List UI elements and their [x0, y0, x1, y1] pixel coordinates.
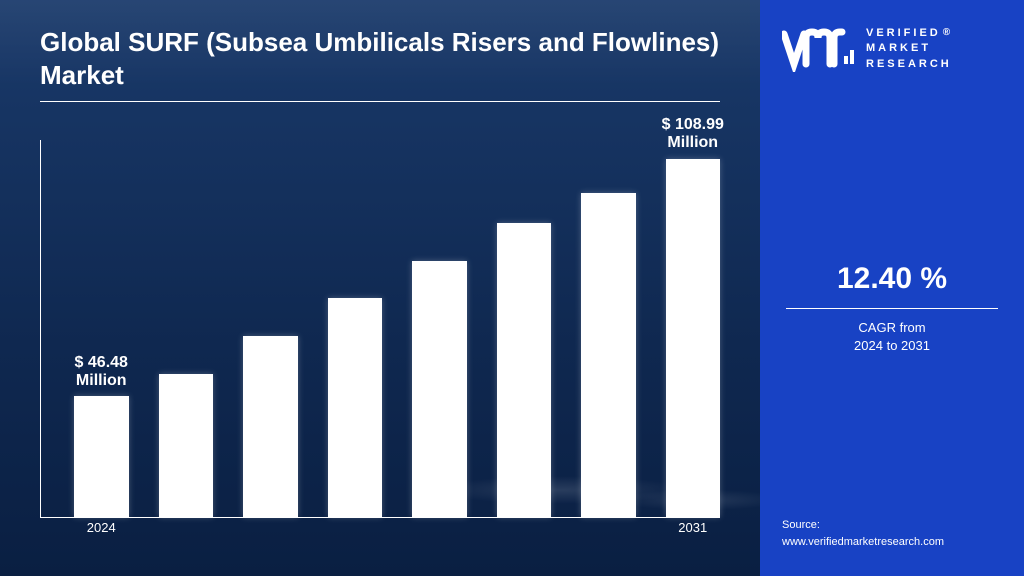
source-label: Source: [782, 519, 820, 531]
bar-label-end-text: $ 108.99Million [662, 116, 724, 151]
bar-label-start: $ 46.48Million [75, 354, 128, 391]
brand-line-2: MARKET [866, 42, 931, 54]
brand-logo: VERIFIED® MARKET RESEARCH [760, 0, 1024, 72]
cagr-value: 12.40 % [780, 262, 1004, 296]
x-label-end: 2031 [666, 520, 721, 540]
x-axis [40, 517, 720, 518]
bar-6 [581, 193, 636, 517]
brand-text: VERIFIED® MARKET RESEARCH [866, 26, 953, 72]
bar-2 [243, 336, 298, 517]
bar-4 [412, 261, 467, 517]
chart-title: Global SURF (Subsea Umbilicals Risers an… [40, 26, 720, 91]
title-underline [40, 101, 720, 102]
x-label-start: 2024 [74, 520, 129, 540]
bar-label-start-text: $ 46.48Million [75, 354, 128, 389]
cagr-caption-line-2: 2024 to 2031 [854, 338, 930, 353]
bar-group: $ 46.48Million $ 108.99Million [52, 140, 720, 517]
source-url: www.verifiedmarketresearch.com [782, 536, 944, 548]
cagr-caption: CAGR from 2024 to 2031 [780, 319, 1004, 355]
chart-area: $ 46.48Million $ 108.99Million 2024 [40, 140, 720, 540]
chart-panel: Global SURF (Subsea Umbilicals Risers an… [0, 0, 760, 576]
infographic-container: Global SURF (Subsea Umbilicals Risers an… [0, 0, 1024, 576]
cagr-caption-line-1: CAGR from [858, 320, 925, 335]
brand-line-3: RESEARCH [866, 58, 952, 70]
registered-icon: ® [943, 27, 953, 38]
bar-1 [159, 374, 214, 517]
bar-2024: $ 46.48Million [74, 396, 129, 517]
bar-3 [328, 298, 383, 517]
x-axis-labels: 2024 2031 [52, 520, 720, 540]
cagr-underline [786, 308, 998, 309]
y-axis [40, 140, 41, 518]
cagr-block: 12.40 % CAGR from 2024 to 2031 [760, 262, 1024, 355]
brand-line-1: VERIFIED [866, 27, 941, 39]
logo-mark-icon [782, 26, 856, 72]
source-block: Source: www.verifiedmarketresearch.com [782, 517, 944, 550]
stats-panel: VERIFIED® MARKET RESEARCH 12.40 % CAGR f… [760, 0, 1024, 576]
title-block: Global SURF (Subsea Umbilicals Risers an… [40, 26, 720, 102]
bar-label-end: $ 108.99Million [662, 116, 724, 153]
bar-2031: $ 108.99Million [666, 159, 721, 517]
bar-5 [497, 223, 552, 517]
